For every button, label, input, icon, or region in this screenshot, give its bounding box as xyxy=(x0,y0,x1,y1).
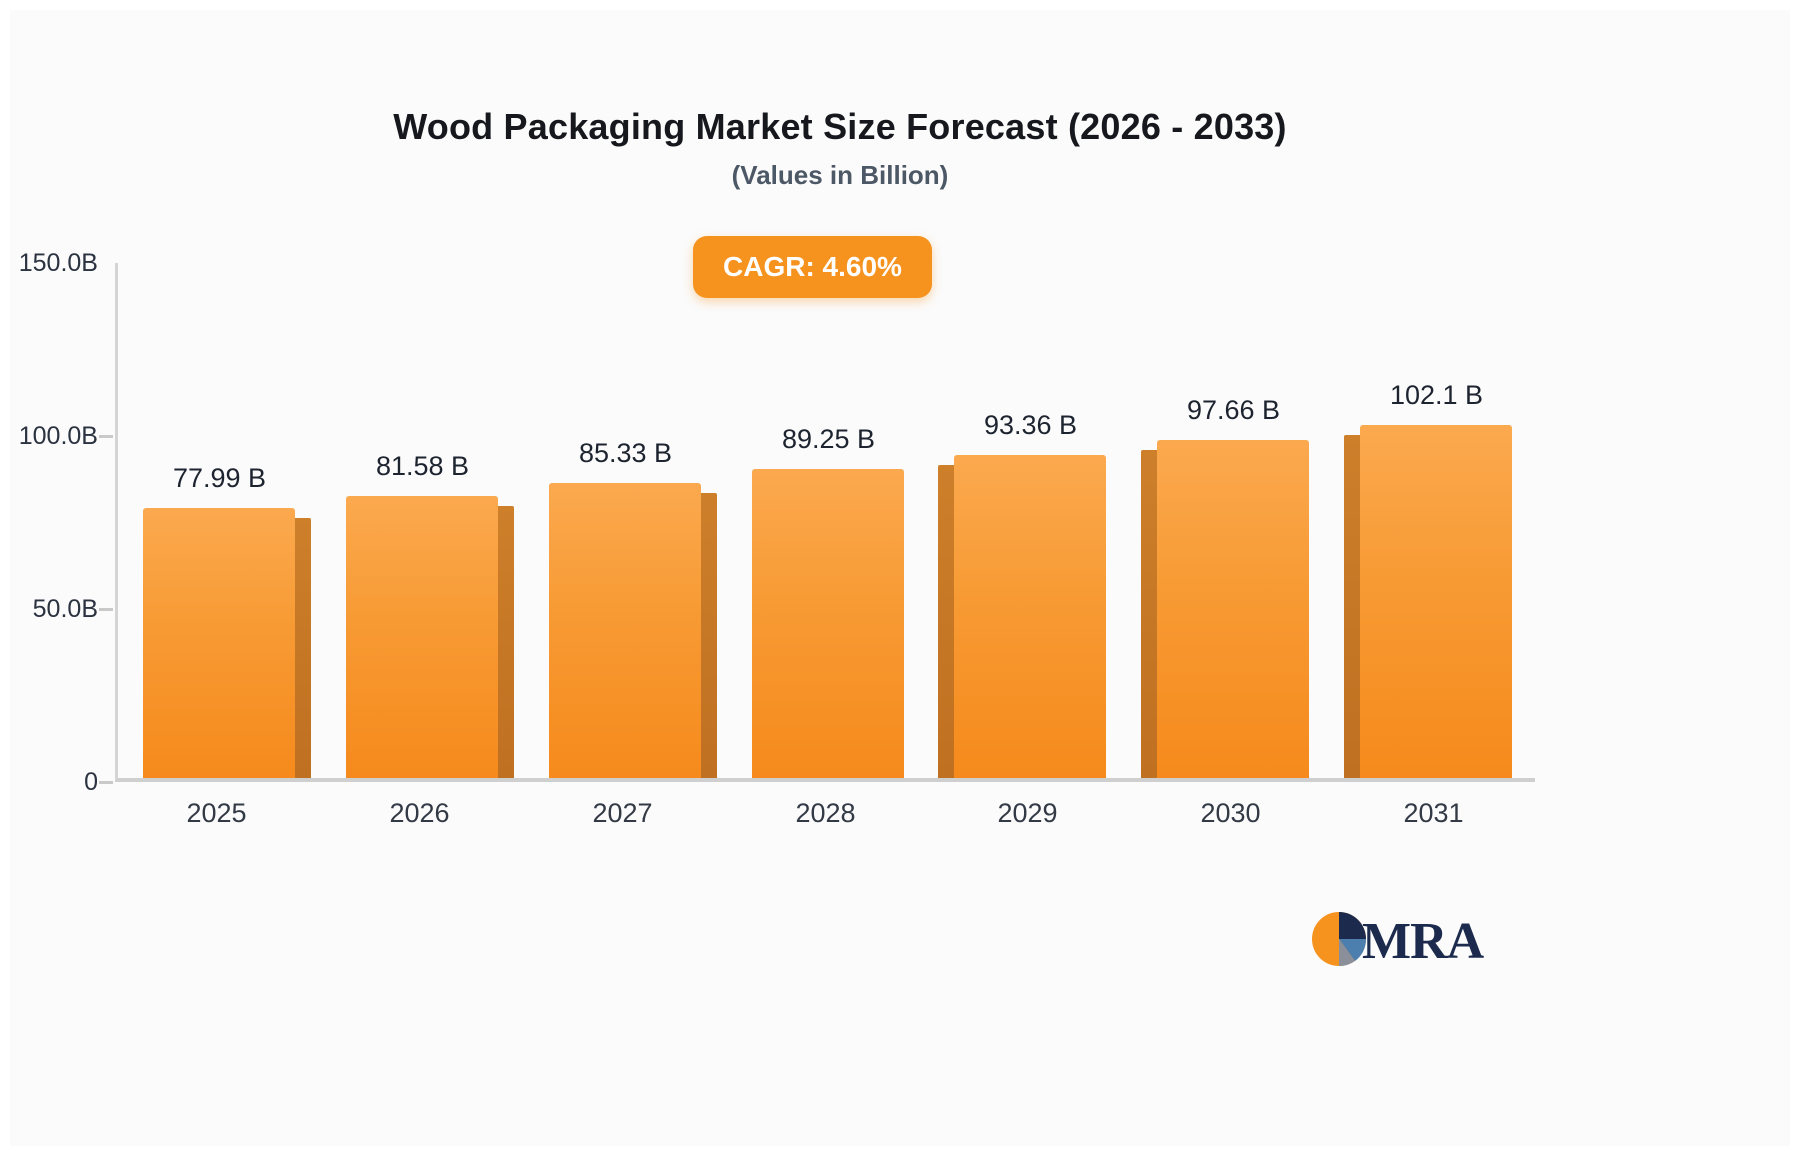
x-tick-label: 2029 xyxy=(997,798,1058,828)
bar-group-2030: 97.66 B xyxy=(1132,380,1335,778)
bar-value-label: 81.58 B xyxy=(375,451,470,481)
bar-group-2025: 77.99 B xyxy=(118,448,321,778)
bar-value-label: 85.33 B xyxy=(578,438,673,468)
bar-value-label: 77.99 B xyxy=(172,463,267,493)
bar xyxy=(549,483,701,778)
bar-group-2026: 81.58 B xyxy=(321,436,524,778)
y-tick-label: 100.0B xyxy=(18,422,98,450)
bar xyxy=(1360,425,1512,778)
plot-area: 77.99 B 81.58 B 85.33 B 89.25 B 93.36 B 97.66… xyxy=(115,263,1535,782)
bar xyxy=(346,496,498,778)
y-tick-mark xyxy=(99,435,113,438)
bar-value-label: 93.36 B xyxy=(983,410,1078,440)
bar-group-2027: 85.33 B xyxy=(524,423,727,778)
bar xyxy=(752,469,904,778)
chart-subtitle: (Values in Billion) xyxy=(731,160,949,190)
x-tick-label: 2030 xyxy=(1200,798,1261,828)
y-tick-label: 50.0B xyxy=(32,595,98,623)
bar-group-2028: 89.25 B xyxy=(727,409,930,778)
bar-3d-side xyxy=(1141,450,1159,778)
bar xyxy=(1157,440,1309,778)
cagr-badge: CAGR: 4.60% xyxy=(693,236,932,298)
x-tick-label: 2026 xyxy=(389,798,450,828)
pie-circle-icon xyxy=(1310,910,1368,973)
bar-3d-side xyxy=(1344,435,1362,778)
y-tick-mark xyxy=(99,781,113,784)
y-tick-label: 0 xyxy=(84,768,98,796)
x-tick-label: 2027 xyxy=(592,798,653,828)
bar-3d-side xyxy=(699,493,717,778)
brand-logo-text: MRA xyxy=(1362,913,1484,970)
bar xyxy=(143,508,295,778)
brand-logo: MRA xyxy=(1310,910,1484,973)
x-tick-label: 2028 xyxy=(795,798,856,828)
y-tick-mark xyxy=(99,608,113,611)
bar-group-2029: 93.36 B xyxy=(929,395,1132,778)
bar-group-2031: 102.1 B xyxy=(1335,365,1538,778)
x-tick-label: 2025 xyxy=(186,798,247,828)
bar-3d-side xyxy=(938,465,956,778)
bar-value-label: 97.66 B xyxy=(1186,395,1281,425)
bar-value-label: 102.1 B xyxy=(1389,380,1484,410)
bar-3d-side xyxy=(293,518,311,778)
x-tick-label: 2031 xyxy=(1403,798,1464,828)
bar-value-label: 89.25 B xyxy=(781,424,876,454)
bar-3d-side xyxy=(496,506,514,778)
bar xyxy=(954,455,1106,778)
y-tick-label: 150.0B xyxy=(18,249,98,277)
chart-title: Wood Packaging Market Size Forecast (202… xyxy=(393,106,1287,147)
